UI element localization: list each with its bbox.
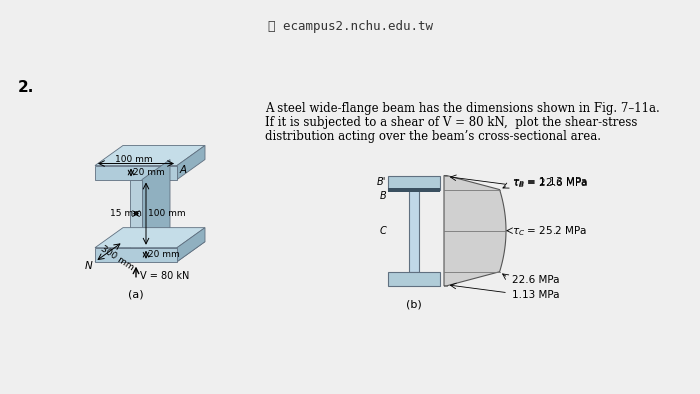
Text: (a): (a) (128, 290, 144, 300)
Text: B': B' (377, 177, 386, 186)
Text: 15 mm: 15 mm (110, 209, 142, 218)
Polygon shape (95, 228, 205, 248)
Bar (388, 272, 440, 286)
Text: 22.6 MPa: 22.6 MPa (512, 275, 559, 285)
Text: 1.13 MPa: 1.13 MPa (512, 290, 559, 300)
Text: 🔒 ecampus2.nchu.edu.tw: 🔒 ecampus2.nchu.edu.tw (267, 20, 433, 32)
Text: $\tau_B$ = 1.13 MPa: $\tau_B$ = 1.13 MPa (512, 176, 588, 190)
Text: 100 mm: 100 mm (116, 154, 153, 164)
Text: 2.: 2. (18, 80, 34, 95)
Bar (388, 188, 440, 191)
Text: N: N (85, 261, 92, 271)
Text: A steel wide-flange beam has the dimensions shown in Fig. 7–11a.: A steel wide-flange beam has the dimensi… (265, 102, 659, 115)
Polygon shape (95, 248, 177, 262)
Bar (409, 190, 419, 272)
Polygon shape (95, 145, 205, 165)
Polygon shape (95, 165, 177, 180)
Text: B: B (379, 191, 386, 201)
Text: (b): (b) (406, 300, 422, 310)
Text: 20 mm: 20 mm (133, 168, 164, 177)
Text: $\tau_B$ = 22.6 MPa: $\tau_B$ = 22.6 MPa (512, 177, 588, 190)
Text: distribution acting over the beam’s cross-sectional area.: distribution acting over the beam’s cros… (265, 130, 601, 143)
Text: $\tau_C$ = 25.2 MPa: $\tau_C$ = 25.2 MPa (512, 224, 587, 238)
Text: A: A (180, 165, 187, 175)
Polygon shape (177, 228, 205, 262)
Polygon shape (444, 176, 506, 286)
Text: 300 mm: 300 mm (99, 244, 136, 272)
Polygon shape (95, 242, 205, 262)
Text: If it is subjected to a shear of V = 80 kN,  plot the shear-stress: If it is subjected to a shear of V = 80 … (265, 117, 638, 130)
Text: C: C (379, 226, 386, 236)
Text: 100 mm: 100 mm (148, 209, 186, 218)
Polygon shape (177, 145, 205, 180)
Polygon shape (142, 160, 170, 248)
Polygon shape (130, 180, 142, 248)
Text: 20 mm: 20 mm (148, 250, 180, 259)
Text: V = 80 kN: V = 80 kN (140, 271, 190, 281)
Bar (388, 176, 440, 190)
